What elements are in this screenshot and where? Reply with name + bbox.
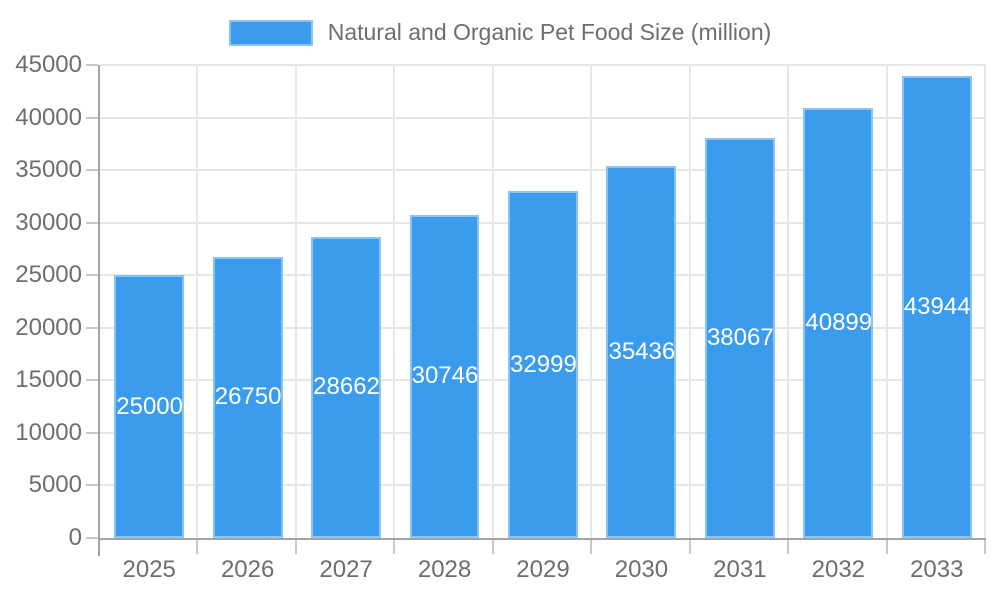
- v-gridline: [393, 65, 396, 538]
- y-axis-label: 45000: [15, 51, 82, 78]
- x-tick: [294, 540, 297, 554]
- bar[interactable]: 25000: [114, 275, 185, 538]
- x-axis-label: 2026: [220, 556, 275, 583]
- y-tick: [86, 431, 98, 434]
- y-axis-label: 10000: [15, 418, 82, 446]
- x-tick: [590, 540, 593, 554]
- bar[interactable]: 26750: [212, 256, 283, 538]
- y-axis-label: 20000: [15, 313, 82, 341]
- h-gridline: [100, 169, 986, 172]
- x-tick: [393, 540, 396, 554]
- legend-swatch-icon: [228, 19, 313, 46]
- x-axis-label: 2025: [122, 556, 176, 583]
- h-gridline: [100, 116, 986, 119]
- bar[interactable]: 43944: [901, 76, 972, 538]
- legend-item[interactable]: Natural and Organic Pet Food Size (milli…: [0, 19, 1000, 46]
- bar-value-label: 25000: [116, 392, 184, 420]
- bar-value-label: 32999: [510, 350, 577, 378]
- y-tick: [86, 169, 98, 172]
- y-tick: [86, 484, 98, 487]
- x-axis-label: 2029: [516, 556, 570, 583]
- y-axis-label: 40000: [15, 103, 82, 131]
- x-axis-label: 2027: [319, 556, 373, 583]
- y-tick: [86, 379, 98, 382]
- y-axis-label: 0: [68, 524, 82, 551]
- legend-label: Natural and Organic Pet Food Size (milli…: [327, 19, 772, 45]
- bar[interactable]: 38067: [704, 137, 775, 538]
- x-axis-label: 2032: [811, 556, 866, 583]
- bar-value-label: 40899: [805, 309, 873, 337]
- v-gridline: [294, 65, 297, 538]
- bar[interactable]: 35436: [606, 165, 677, 538]
- y-tick: [86, 116, 98, 119]
- y-axis-label: 35000: [15, 156, 82, 184]
- bar-value-label: 38067: [706, 323, 774, 351]
- x-axis-label: 2028: [417, 556, 472, 583]
- y-axis-label: 25000: [15, 261, 82, 289]
- h-gridline: [100, 64, 986, 66]
- x-tick: [196, 540, 199, 554]
- x-axis-label: 2033: [910, 556, 964, 583]
- y-tick: [86, 537, 98, 539]
- bar[interactable]: 30746: [409, 214, 480, 538]
- y-tick: [86, 274, 98, 277]
- y-axis-line: [98, 65, 100, 556]
- y-tick: [86, 326, 98, 329]
- plot-area: 0 5000 10000 15000 20000 25000 30000 35000 40000…: [15, 52, 986, 583]
- y-axis-label: 30000: [15, 208, 82, 236]
- bar-value-label: 43944: [903, 293, 971, 321]
- bar-value-label: 30746: [411, 362, 479, 390]
- v-gridline: [984, 65, 986, 538]
- x-tick: [688, 540, 691, 554]
- x-tick: [984, 540, 986, 554]
- v-gridline: [590, 65, 593, 538]
- y-tick: [86, 64, 98, 66]
- x-axis-label: 2031: [713, 556, 767, 583]
- y-axis-label: 5000: [28, 471, 82, 499]
- y-axis-label: 15000: [15, 366, 82, 394]
- y-tick: [86, 221, 98, 224]
- bar-value-label: 26750: [214, 383, 282, 411]
- bar[interactable]: 40899: [803, 108, 874, 538]
- x-axis-label: 2030: [614, 556, 669, 583]
- v-gridline: [196, 65, 199, 538]
- x-axis-line: [100, 538, 986, 540]
- bar-value-label: 35436: [608, 337, 676, 365]
- v-gridline: [787, 65, 790, 538]
- v-gridline: [491, 65, 494, 538]
- x-tick: [787, 540, 790, 554]
- v-gridline: [885, 65, 888, 538]
- bar[interactable]: 32999: [508, 191, 578, 538]
- bar[interactable]: 28662: [311, 236, 382, 538]
- x-tick: [491, 540, 494, 554]
- x-tick: [885, 540, 888, 554]
- bar-value-label: 28662: [313, 373, 380, 401]
- v-gridline: [688, 65, 691, 538]
